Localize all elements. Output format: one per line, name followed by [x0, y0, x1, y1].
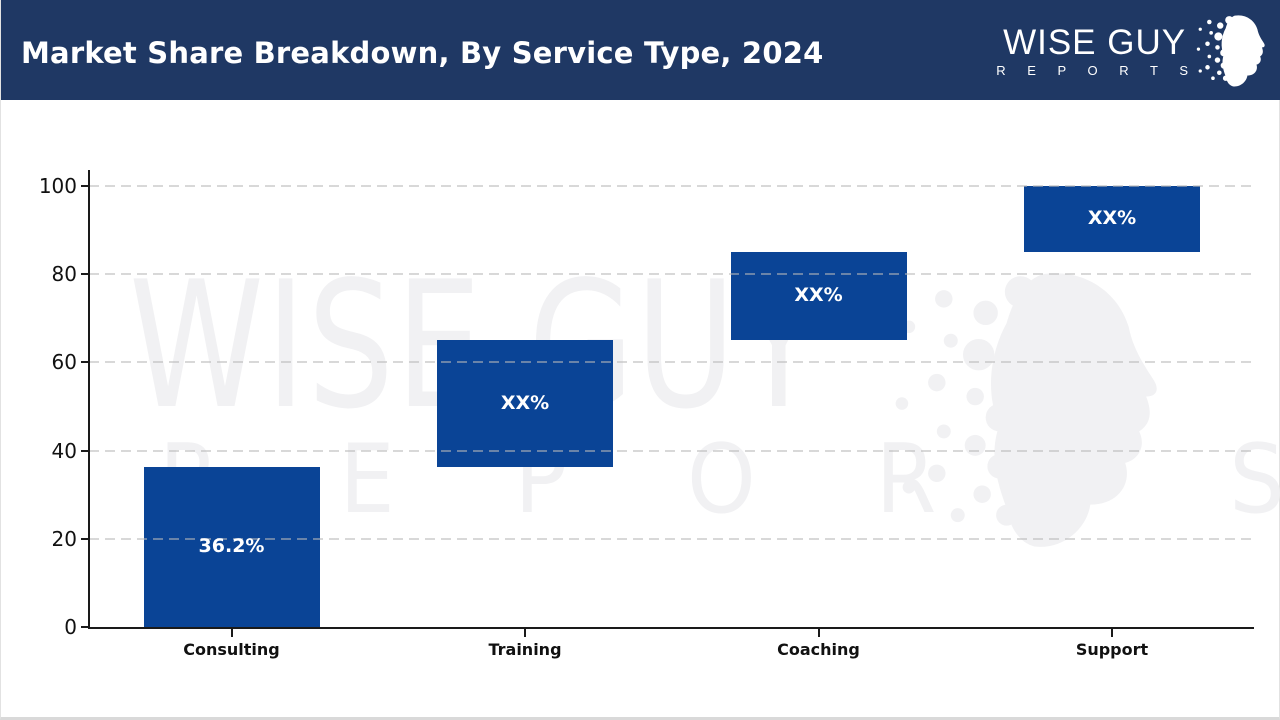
gridline-40 — [89, 449, 1254, 452]
wise-guy-reports-logo: WISE GUY R E P O R T S — [992, 8, 1271, 94]
y-tick — [81, 185, 89, 187]
x-category-label: Support — [1075, 640, 1149, 659]
y-tick-label: 100 — [38, 174, 77, 198]
y-tick — [81, 626, 89, 628]
bar-consulting — [143, 467, 320, 627]
x-category-label: Coaching — [777, 640, 860, 659]
bar-value-label: XX% — [500, 391, 550, 414]
header-banner: Market Share Breakdown, By Service Type,… — [1, 0, 1280, 100]
bar-value-label: XX% — [794, 284, 843, 307]
gridline-80 — [89, 273, 1254, 276]
x-tick — [524, 629, 526, 637]
y-tick-label: 60 — [51, 350, 77, 375]
x-tick — [817, 629, 820, 637]
y-tick — [81, 537, 89, 540]
gridline-20 — [89, 537, 1254, 540]
bar-value-label: 36.2% — [198, 535, 265, 558]
logo-text: WISE GUY R E P O R T S — [992, 22, 1197, 78]
y-axis-spine — [88, 170, 90, 629]
x-tick — [1111, 629, 1113, 637]
logo-subtitle: R E P O R T S — [996, 62, 1197, 78]
bar-value-label: XX% — [1087, 207, 1137, 230]
x-category-label: Training — [488, 640, 562, 659]
y-tick-label: 20 — [51, 526, 77, 551]
gridline-100 — [89, 185, 1254, 187]
x-axis-spine — [88, 627, 1254, 629]
y-tick — [81, 361, 89, 364]
waterfall-chart: 36.2% XX% XX% XX% 0 20 40 60 80 100 Consulting Trai… — [1, 100, 1280, 720]
y-tick-label: 0 — [64, 615, 77, 639]
x-category-label: Consulting — [183, 640, 280, 659]
y-tick — [81, 449, 89, 452]
x-tick — [230, 629, 233, 637]
dotted-head-profile-icon — [1196, 15, 1265, 87]
y-tick-label: 40 — [51, 438, 77, 463]
page-title: Market Share Breakdown, By Service Type,… — [21, 36, 824, 70]
bar-support — [1024, 186, 1200, 253]
gridline-60 — [89, 361, 1254, 364]
y-tick — [81, 273, 89, 276]
logo-wordmark: WISE GUY — [1003, 22, 1187, 62]
bar-coaching — [730, 252, 907, 341]
y-tick-label: 80 — [51, 262, 77, 287]
